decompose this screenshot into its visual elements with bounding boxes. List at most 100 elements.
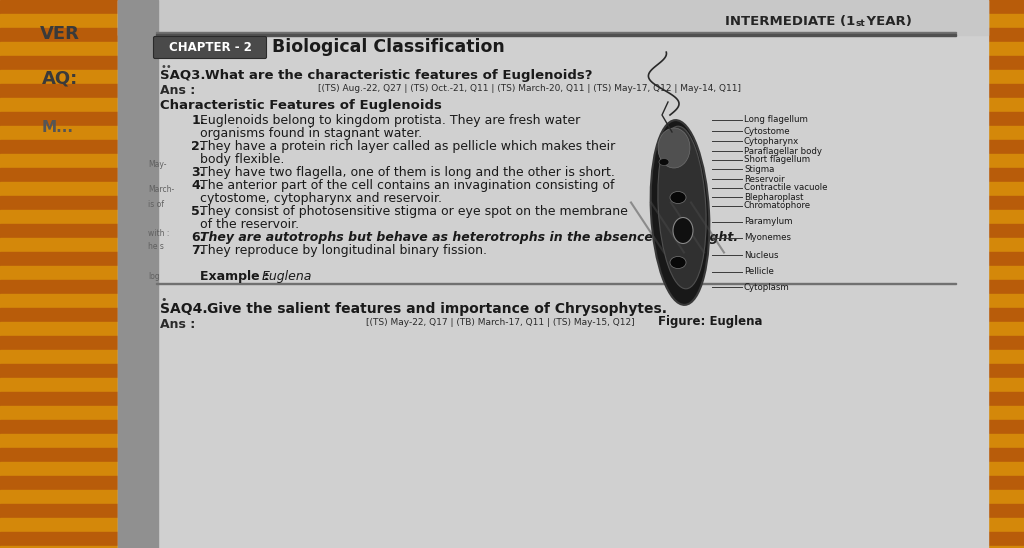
Text: Myonemes: Myonemes — [744, 233, 791, 243]
Text: Contractile vacuole: Contractile vacuole — [744, 184, 827, 192]
Text: st: st — [856, 19, 865, 28]
Text: INTERMEDIATE (1: INTERMEDIATE (1 — [725, 15, 855, 28]
Text: he s: he s — [148, 242, 164, 251]
Text: 1.: 1. — [191, 114, 205, 127]
Text: Stigma: Stigma — [744, 164, 774, 174]
Bar — [0, 434, 120, 448]
Bar — [961, 112, 1024, 126]
Bar — [0, 308, 120, 322]
Bar — [118, 0, 988, 35]
Bar — [961, 42, 1024, 56]
Bar — [961, 476, 1024, 490]
FancyBboxPatch shape — [154, 37, 266, 59]
Text: cytostome, cytopharynx and reservoir.: cytostome, cytopharynx and reservoir. — [200, 192, 442, 205]
Text: with :: with : — [148, 229, 169, 238]
Text: Example :: Example : — [200, 270, 273, 283]
Bar — [0, 448, 120, 462]
Text: They have two flagella, one of them is long and the other is short.: They have two flagella, one of them is l… — [200, 166, 614, 179]
Text: AQ:: AQ: — [42, 70, 78, 88]
Bar — [961, 84, 1024, 98]
Ellipse shape — [659, 158, 669, 165]
Text: They are autotrophs but behave as heterotrophs in the absence of sunlight.: They are autotrophs but behave as hetero… — [200, 231, 738, 244]
Text: VER: VER — [40, 25, 80, 43]
Bar — [0, 392, 120, 406]
Text: May-: May- — [148, 160, 167, 169]
Bar — [961, 448, 1024, 462]
Bar — [0, 56, 120, 70]
Text: Euglenoids belong to kingdom protista. They are fresh water: Euglenoids belong to kingdom protista. T… — [200, 114, 581, 127]
Bar — [0, 182, 120, 196]
Text: Biological Classification: Biological Classification — [272, 38, 505, 56]
Text: They reproduce by longitudinal binary fission.: They reproduce by longitudinal binary fi… — [200, 244, 487, 257]
Bar — [0, 336, 120, 350]
Ellipse shape — [670, 191, 686, 203]
Text: Figure: Euglena: Figure: Euglena — [657, 315, 762, 328]
Ellipse shape — [657, 126, 707, 289]
Text: 6.: 6. — [191, 231, 205, 244]
Bar — [0, 210, 120, 224]
Bar — [961, 28, 1024, 42]
Text: 4.: 4. — [191, 179, 205, 192]
Bar — [961, 378, 1024, 392]
Text: SAQ3.: SAQ3. — [160, 69, 206, 82]
Bar — [0, 364, 120, 378]
Bar — [0, 14, 120, 28]
Bar — [0, 168, 120, 182]
Text: of the reservoir.: of the reservoir. — [200, 218, 299, 231]
Text: 5.: 5. — [191, 205, 205, 218]
Text: Reservoir: Reservoir — [744, 174, 784, 184]
Bar — [961, 504, 1024, 518]
Text: body flexible.: body flexible. — [200, 153, 285, 166]
Bar — [961, 294, 1024, 308]
Text: March-: March- — [148, 185, 174, 194]
Bar — [961, 308, 1024, 322]
Bar — [961, 210, 1024, 224]
Bar — [961, 420, 1024, 434]
Bar — [961, 406, 1024, 420]
Bar — [961, 252, 1024, 266]
Bar — [961, 322, 1024, 336]
Bar — [961, 364, 1024, 378]
Bar — [961, 280, 1024, 294]
Bar — [0, 518, 120, 532]
Bar — [961, 98, 1024, 112]
Bar — [0, 406, 120, 420]
Text: 2.: 2. — [191, 140, 205, 153]
Text: They have a protein rich layer called as pellicle which makes their: They have a protein rich layer called as… — [200, 140, 615, 153]
Text: Paramylum: Paramylum — [744, 218, 793, 226]
Ellipse shape — [650, 120, 710, 305]
Text: 7.: 7. — [191, 244, 205, 257]
Bar — [961, 546, 1024, 548]
Text: Long flagellum: Long flagellum — [744, 116, 808, 124]
Bar — [0, 294, 120, 308]
Bar — [0, 476, 120, 490]
Text: CHAPTER - 2: CHAPTER - 2 — [169, 41, 252, 54]
Bar — [0, 28, 120, 42]
Bar — [961, 490, 1024, 504]
Bar — [0, 98, 120, 112]
Bar — [0, 126, 120, 140]
Bar — [0, 84, 120, 98]
Bar — [961, 0, 1024, 14]
Bar — [0, 42, 120, 56]
Bar — [0, 490, 120, 504]
Ellipse shape — [670, 256, 686, 269]
Text: Ans :: Ans : — [160, 318, 196, 331]
Text: is of: is of — [148, 200, 164, 209]
Bar — [0, 280, 120, 294]
Text: Nucleus: Nucleus — [744, 250, 778, 260]
Ellipse shape — [658, 128, 690, 168]
Bar — [156, 283, 956, 284]
Bar — [0, 350, 120, 364]
Bar — [961, 518, 1024, 532]
Ellipse shape — [673, 218, 693, 243]
Bar — [0, 196, 120, 210]
Text: organisms found in stagnant water.: organisms found in stagnant water. — [200, 127, 422, 140]
Text: What are the characteristic features of Euglenoids?: What are the characteristic features of … — [205, 69, 593, 82]
Text: They consist of photosensitive stigma or eye spot on the membrane: They consist of photosensitive stigma or… — [200, 205, 628, 218]
Bar — [0, 462, 120, 476]
Bar — [961, 266, 1024, 280]
Bar — [0, 224, 120, 238]
Text: [(TS) Aug.-22, Q27 | (TS) Oct.-21, Q11 | (TS) March-20, Q11 | (TS) May-17, Q12 |: [(TS) Aug.-22, Q27 | (TS) Oct.-21, Q11 |… — [318, 84, 741, 93]
Bar — [0, 0, 120, 14]
